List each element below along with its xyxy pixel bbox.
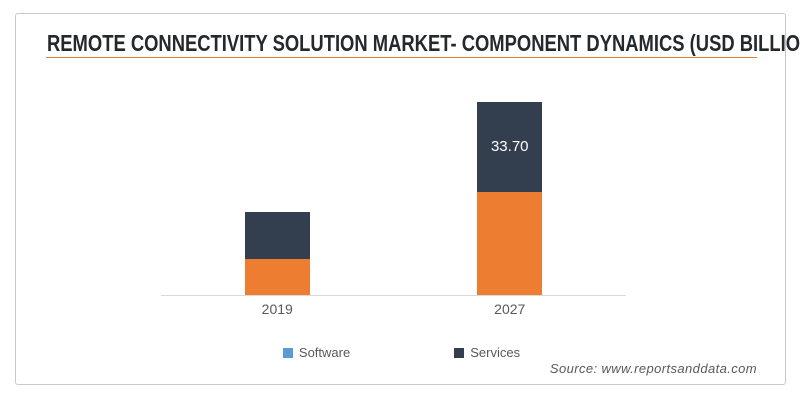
legend-label-services: Services	[470, 345, 521, 360]
chart-card: REMOTE CONNECTIVITY SOLUTION MARKET- COM…	[15, 13, 800, 386]
x-axis-baseline	[161, 295, 626, 296]
bar-2019	[244, 211, 310, 295]
legend-swatch-services-icon	[454, 347, 465, 358]
chart-title: REMOTE CONNECTIVITY SOLUTION MARKET- COM…	[47, 30, 800, 56]
bar-2027-services-segment: 33.70	[477, 102, 543, 192]
bar-2019-software-segment	[244, 258, 310, 295]
legend-swatch-software-icon	[282, 347, 293, 358]
title-underline-rule	[46, 57, 757, 58]
x-tick-label-2019: 2019	[261, 301, 293, 317]
bar-2027-software-segment	[477, 191, 543, 295]
plot-area: 2019 33.70 2027	[16, 14, 787, 386]
source-attribution: Source: www.reportsanddata.com	[549, 361, 757, 376]
chart-legend: Software Services	[16, 345, 787, 360]
bar-2019-services-segment	[244, 211, 310, 259]
legend-item-services: Services	[454, 345, 520, 360]
legend-item-software: Software	[282, 345, 351, 360]
data-label-2027-services: 33.70	[490, 138, 529, 156]
bar-2027: 33.70	[477, 102, 543, 295]
legend-label-software: Software	[298, 345, 351, 360]
x-tick-label-2027: 2027	[494, 301, 526, 317]
